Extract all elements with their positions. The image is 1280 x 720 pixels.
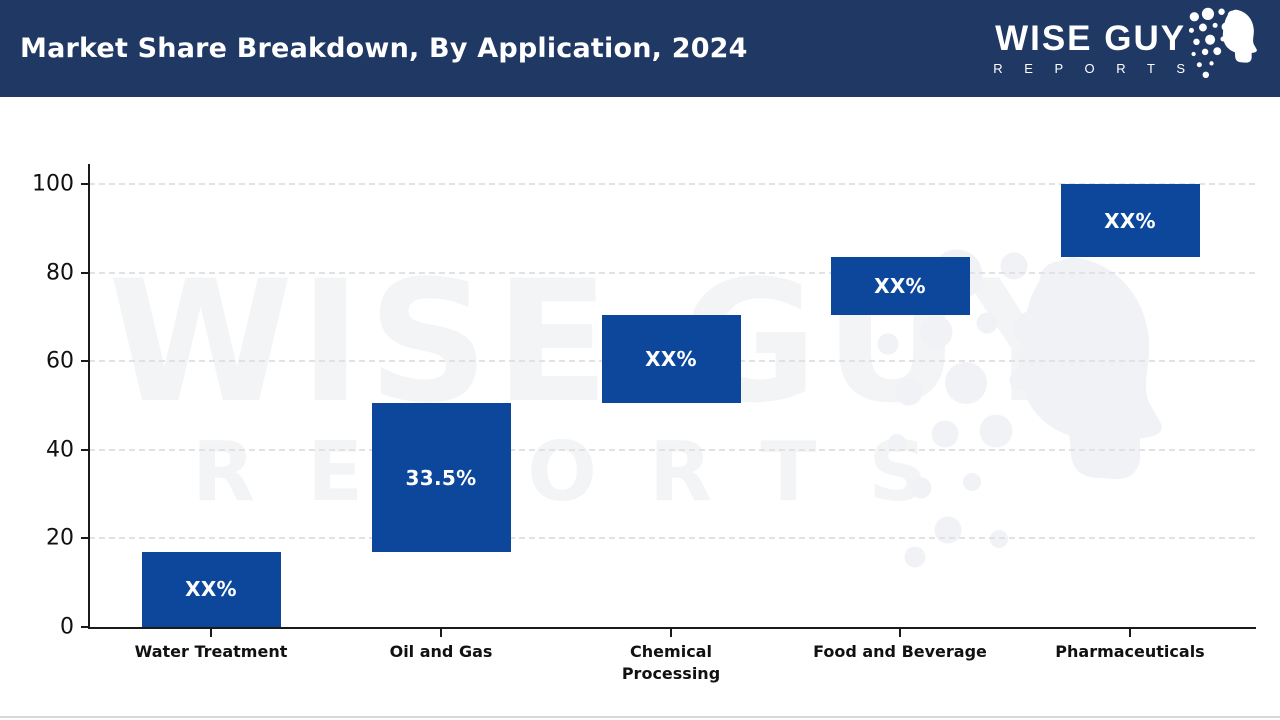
wise-guy-logo: WISE GUY R E P O R T S	[987, 6, 1266, 92]
header: Market Share Breakdown, By Application, …	[0, 0, 1280, 97]
y-axis-tick	[81, 448, 89, 451]
x-category-label: Oil and Gas	[389, 642, 493, 661]
y-axis-tick-label: 0	[60, 614, 74, 640]
logo-head-dots-icon	[1188, 7, 1257, 78]
x-axis-tick	[899, 629, 901, 637]
bottom-divider	[0, 716, 1280, 718]
x-axis-tick	[1129, 629, 1131, 637]
logo-subtitle: R E P O R T S	[993, 61, 1194, 76]
x-category-label: Food and Beverage	[813, 642, 987, 661]
x-category-label: Water Treatment	[134, 642, 288, 661]
y-axis-tick-label: 60	[46, 348, 74, 374]
bar: XX%	[141, 551, 281, 627]
grid-line	[89, 271, 1255, 274]
bar: XX%	[830, 257, 970, 315]
y-axis-tick-label: 80	[46, 260, 74, 286]
bar: XX%	[601, 314, 741, 404]
x-axis-tick	[670, 629, 672, 637]
bar-value-label: XX%	[185, 577, 237, 602]
logo-text: WISE GUY R E P O R T S	[987, 21, 1194, 76]
x-axis	[88, 627, 1256, 629]
y-axis-tick	[81, 271, 89, 274]
bar-value-label: 33.5%	[405, 465, 477, 490]
grid-line	[89, 448, 1255, 451]
y-axis-tick	[81, 183, 89, 186]
y-axis-tick-label: 20	[46, 525, 74, 551]
x-axis-tick	[210, 629, 212, 637]
bar-value-label: XX%	[645, 347, 697, 372]
y-axis-tick	[81, 626, 89, 628]
x-category-label: Pharmaceuticals	[1055, 642, 1205, 661]
grid-line	[89, 537, 1255, 540]
y-axis-tick-label: 40	[46, 437, 74, 463]
bar: XX%	[1060, 184, 1200, 258]
x-axis-tick	[440, 629, 442, 637]
y-axis-tick-label: 100	[32, 171, 74, 197]
bar-value-label: XX%	[874, 273, 926, 298]
bar: 33.5%	[371, 403, 511, 552]
watermark-subtitle: REPORTS	[192, 425, 980, 520]
y-axis	[88, 164, 90, 629]
y-axis-tick	[81, 360, 89, 363]
x-category-label: Chemical Processing	[621, 642, 721, 683]
y-axis-tick	[81, 537, 89, 540]
logo-wordmark: WISE GUY	[995, 19, 1187, 58]
bar-value-label: XX%	[1104, 208, 1156, 233]
grid-line	[89, 183, 1255, 186]
page-title: Market Share Breakdown, By Application, …	[20, 33, 748, 64]
